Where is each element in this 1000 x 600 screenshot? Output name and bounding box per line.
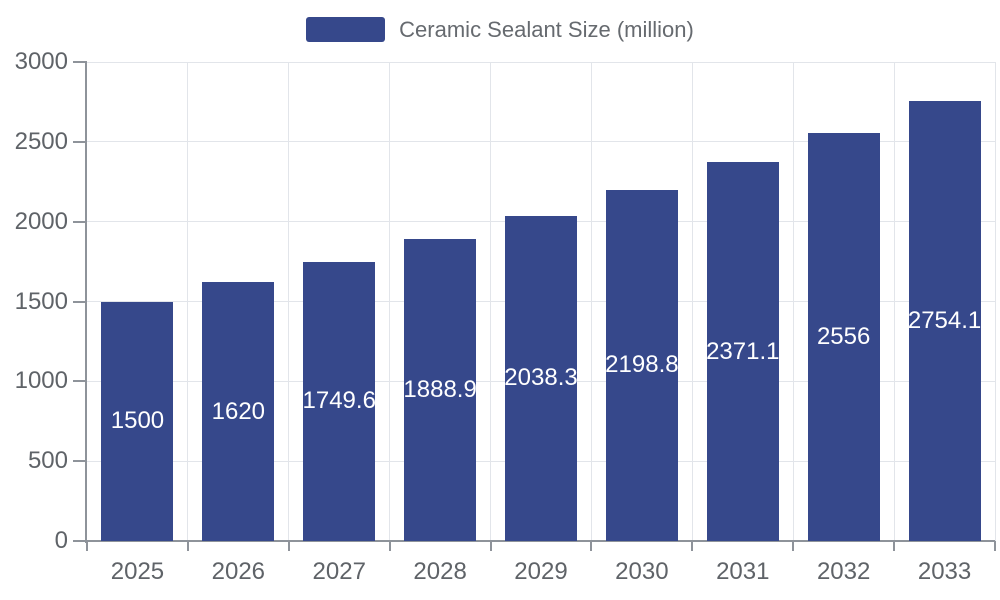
legend-marker <box>306 17 386 42</box>
bar[interactable] <box>807 132 880 541</box>
x-tick-mark <box>792 541 795 551</box>
x-tick-mark <box>186 541 189 551</box>
bar-value-label: 1500 <box>110 407 165 435</box>
bar-value-label: 1888.9 <box>403 376 477 404</box>
x-tick-label: 2033 <box>917 558 972 585</box>
x-tick-label: 2030 <box>615 558 669 585</box>
bar[interactable] <box>706 162 779 541</box>
y-tick-mark <box>73 140 87 143</box>
bar-value-label: 2198.8 <box>605 351 679 379</box>
bar-value-label: 2556 <box>816 322 871 350</box>
gridline-v <box>994 62 996 541</box>
y-tick-mark <box>73 220 87 223</box>
gridline-v <box>590 62 592 541</box>
bar[interactable] <box>303 261 376 541</box>
gridline-v <box>389 62 391 541</box>
bar[interactable] <box>505 215 577 541</box>
x-tick-mark <box>287 541 290 551</box>
y-tick-mark <box>73 300 87 303</box>
y-tick-mark <box>73 540 87 542</box>
legend[interactable]: Ceramic Sealant Size (million) <box>0 17 1000 42</box>
x-tick-label: 2025 <box>110 558 165 585</box>
x-tick-label: 2032 <box>816 558 871 585</box>
x-tick-mark <box>86 541 88 551</box>
bar-value-label: 2371.1 <box>706 337 780 365</box>
x-tick-label: 2029 <box>514 558 568 585</box>
bar[interactable] <box>101 301 174 541</box>
y-tick-mark <box>73 380 87 383</box>
gridline-v <box>691 62 693 541</box>
x-tick-label: 2028 <box>413 558 467 585</box>
bar[interactable] <box>908 101 981 541</box>
x-tick-label: 2026 <box>211 558 266 585</box>
gridline-h <box>87 141 995 143</box>
y-tick-label: 0 <box>54 527 68 554</box>
y-tick-label: 2000 <box>14 207 68 235</box>
bar[interactable] <box>404 239 477 541</box>
bar[interactable] <box>605 189 678 541</box>
x-tick-mark <box>691 541 694 551</box>
x-tick-mark <box>893 541 896 551</box>
bar-value-label: 1749.6 <box>302 387 376 415</box>
gridline-v <box>792 62 794 541</box>
y-tick-label: 2500 <box>14 127 68 155</box>
y-tick-mark <box>73 61 87 63</box>
gridline-v <box>893 62 895 541</box>
y-tick-label: 3000 <box>14 48 68 75</box>
gridline-v <box>490 62 492 541</box>
legend-label: Ceramic Sealant Size (million) <box>399 17 694 42</box>
y-axis-line <box>85 62 87 543</box>
bar-value-label: 2038.3 <box>504 364 578 392</box>
gridline-v <box>187 62 189 541</box>
y-tick-label: 1000 <box>14 367 68 395</box>
x-axis-line <box>85 540 995 542</box>
x-tick-label: 2027 <box>312 558 366 585</box>
x-tick-mark <box>994 541 996 551</box>
y-tick-label: 1500 <box>14 287 68 315</box>
y-tick-mark <box>73 460 87 463</box>
x-tick-mark <box>489 541 492 551</box>
x-tick-mark <box>590 541 593 551</box>
y-tick-label: 500 <box>27 447 68 475</box>
bar[interactable] <box>202 282 275 541</box>
bar-value-label: 1620 <box>211 397 266 425</box>
gridline-h <box>87 61 995 63</box>
x-tick-label: 2031 <box>716 558 770 585</box>
x-tick-mark <box>388 541 391 551</box>
bar-value-label: 2754.1 <box>907 307 982 335</box>
gridline-v <box>288 62 290 541</box>
